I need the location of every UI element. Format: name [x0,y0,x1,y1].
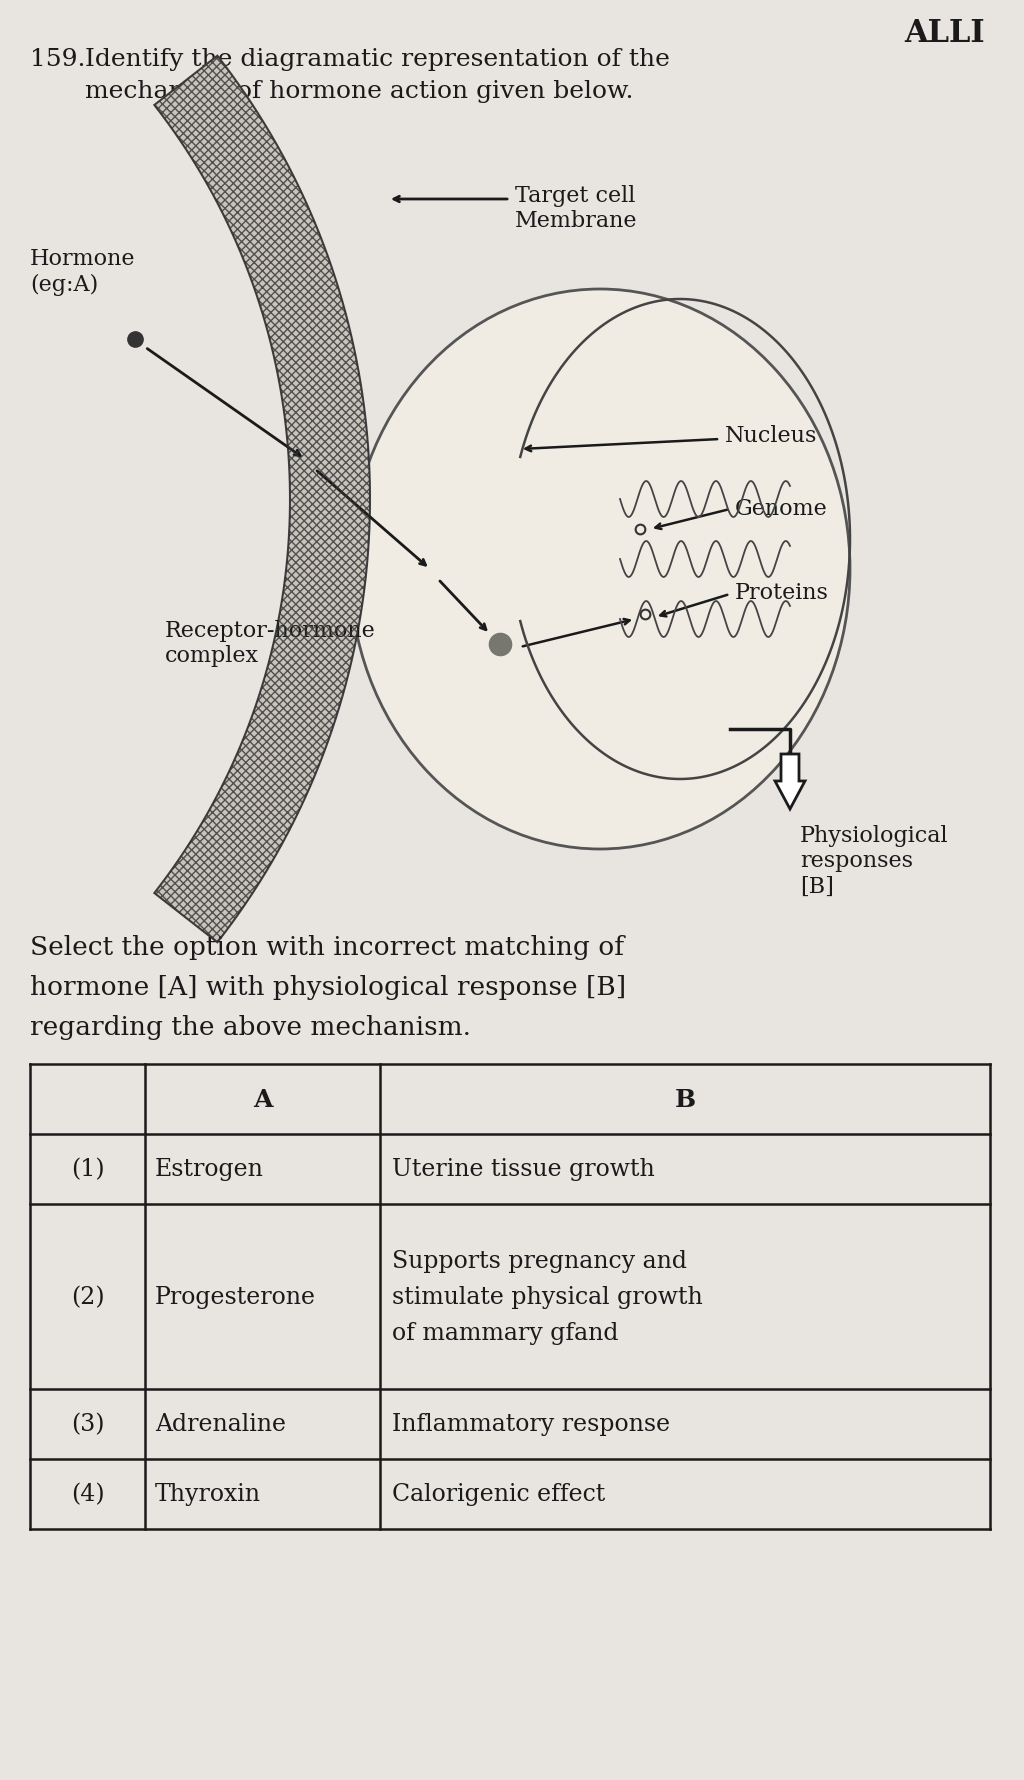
Text: Calorigenic effect: Calorigenic effect [392,1483,605,1506]
Text: Progesterone: Progesterone [155,1285,316,1308]
Text: (2): (2) [71,1285,104,1308]
Text: Physiological
responses
[B]: Physiological responses [B] [800,824,948,897]
Text: Estrogen: Estrogen [155,1157,264,1180]
Text: Receptor-hormone
complex: Receptor-hormone complex [165,619,376,668]
Text: A: A [253,1088,272,1111]
Text: mechanism of hormone action given below.: mechanism of hormone action given below. [85,80,634,103]
Text: Proteins: Proteins [735,582,828,603]
Text: Genome: Genome [735,498,827,520]
Text: Inflammatory response: Inflammatory response [392,1413,670,1436]
Text: Thyroxin: Thyroxin [155,1483,261,1506]
Text: Target cell
Membrane: Target cell Membrane [515,185,638,231]
Text: B: B [675,1088,695,1111]
Text: Hormone
(eg:A): Hormone (eg:A) [30,247,135,295]
Text: (4): (4) [71,1483,104,1506]
Text: regarding the above mechanism.: regarding the above mechanism. [30,1015,471,1040]
Text: of mammary gfand: of mammary gfand [392,1321,618,1344]
Text: Select the option with incorrect matching of: Select the option with incorrect matchin… [30,934,624,959]
Polygon shape [155,57,370,943]
FancyArrow shape [775,755,805,810]
Text: Identify the diagramatic representation of the: Identify the diagramatic representation … [85,48,670,71]
Ellipse shape [350,290,850,849]
Text: hormone [A] with physiological response [B]: hormone [A] with physiological response … [30,974,626,999]
Text: 159.: 159. [30,48,85,71]
Text: Nucleus: Nucleus [725,425,817,447]
Text: stimulate physical growth: stimulate physical growth [392,1285,702,1308]
Text: (1): (1) [71,1157,104,1180]
Text: Adrenaline: Adrenaline [155,1413,286,1436]
Text: (3): (3) [71,1413,104,1436]
Text: Supports pregnancy and: Supports pregnancy and [392,1250,687,1273]
Text: Uterine tissue growth: Uterine tissue growth [392,1157,654,1180]
Text: ALLI: ALLI [904,18,985,50]
